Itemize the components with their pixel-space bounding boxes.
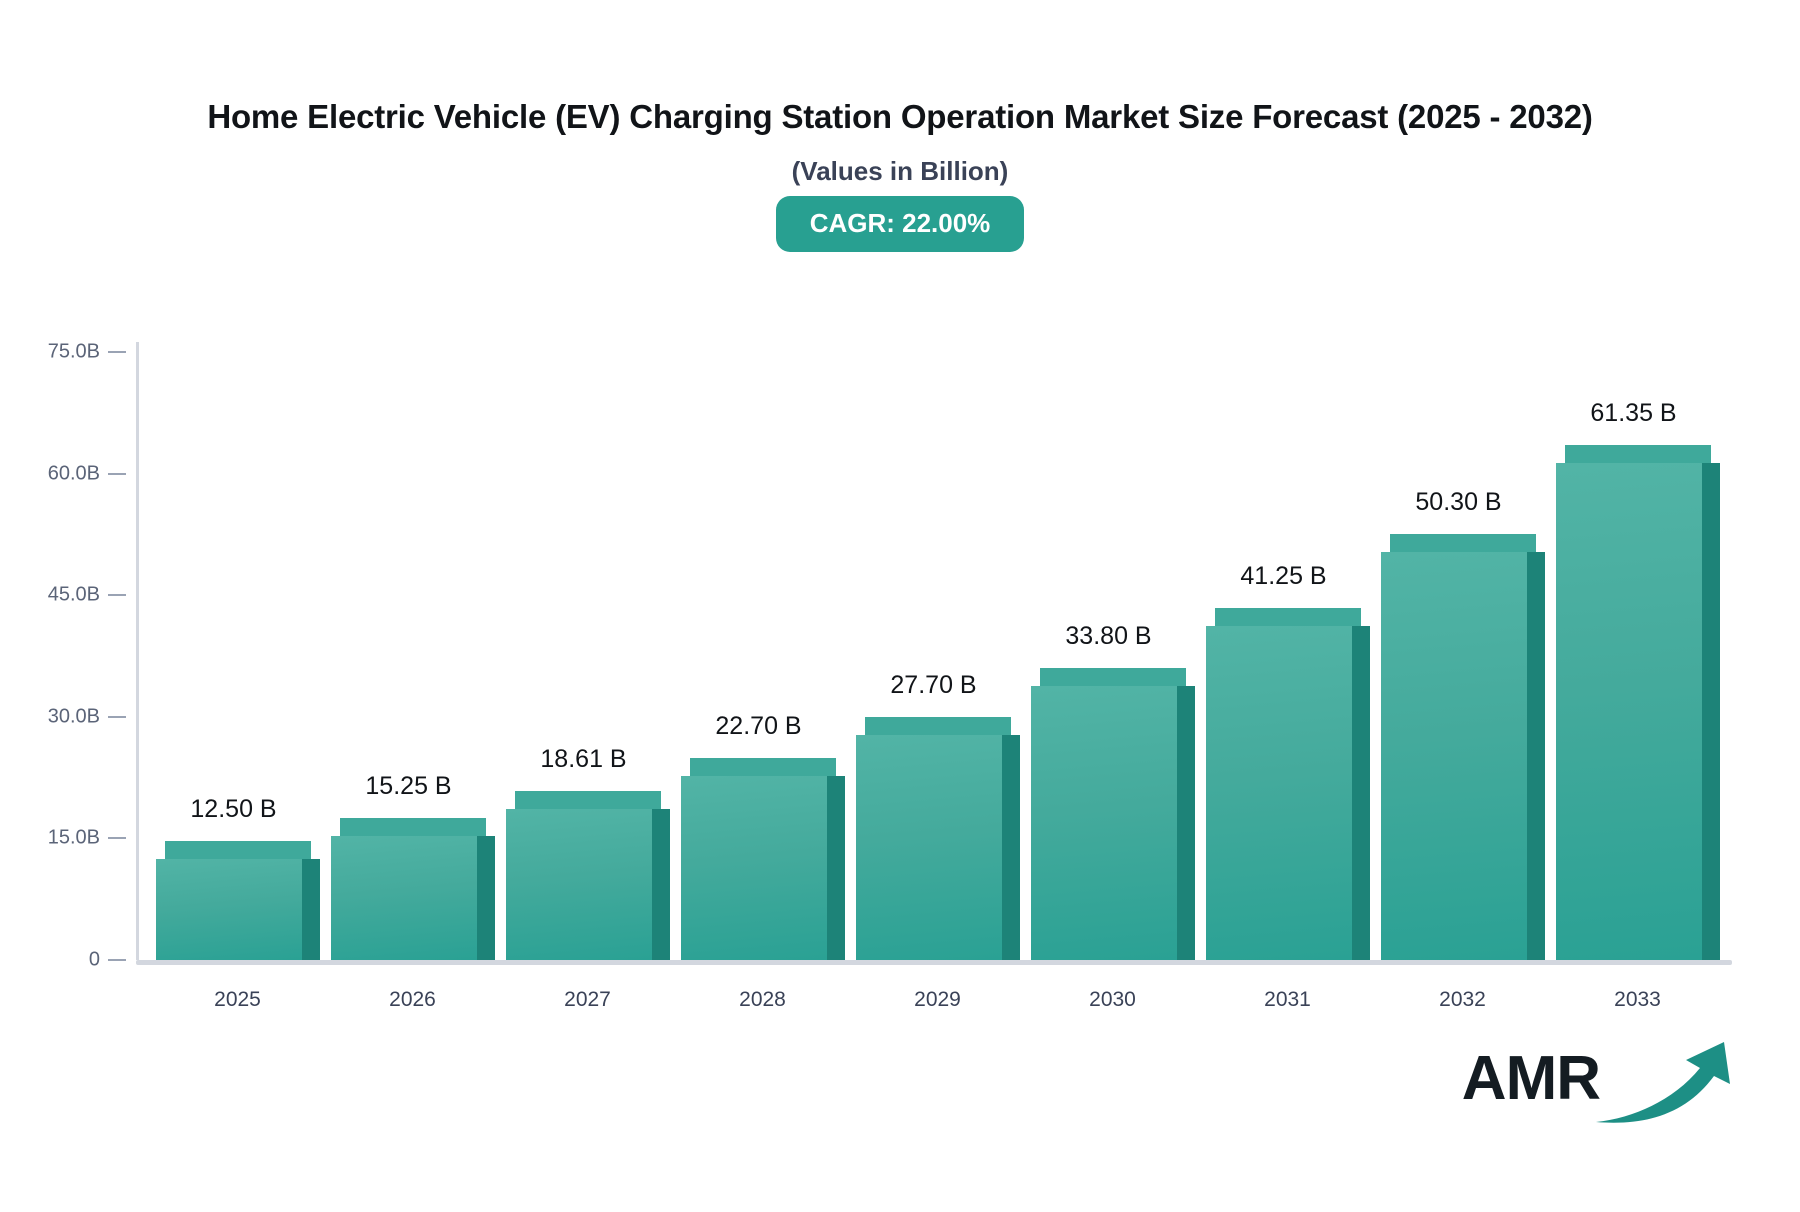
bar-top-face <box>689 757 836 776</box>
bar-value-label: 18.61 B <box>540 745 627 774</box>
bar-value-label: 50.30 B <box>1415 488 1502 517</box>
bar[interactable] <box>330 818 495 960</box>
bar-front-face <box>505 809 652 960</box>
cagr-badge-wrapper: CAGR: 22.00% <box>0 196 1800 252</box>
bar[interactable] <box>155 840 320 960</box>
y-axis-tick-mark <box>108 472 126 475</box>
bar-value-label: 15.25 B <box>365 772 452 801</box>
x-axis-tick-label: 2026 <box>389 988 436 1011</box>
bar-side-face <box>1001 735 1020 960</box>
x-axis-tick-label: 2029 <box>914 988 961 1011</box>
bar-side-face <box>651 809 670 960</box>
bar-top-face <box>1039 667 1186 686</box>
bar-top-face <box>864 717 1011 736</box>
x-axis-tick-label: 2027 <box>564 988 611 1011</box>
y-axis-tick-label: 0 <box>88 948 100 971</box>
bar[interactable] <box>680 757 845 960</box>
y-axis-tick-label: 60.0B <box>47 462 100 485</box>
bar-side-face <box>826 775 845 960</box>
bar-value-label: 12.50 B <box>190 794 277 823</box>
bar-front-face <box>330 836 477 960</box>
bar[interactable] <box>1205 607 1370 960</box>
bar-value-label: 27.70 B <box>890 671 977 700</box>
x-axis-line <box>136 960 1732 965</box>
bar-front-face <box>1380 552 1527 960</box>
chart-title: Home Electric Vehicle (EV) Charging Stat… <box>207 98 1593 135</box>
x-axis-tick-label: 2028 <box>739 988 786 1011</box>
y-axis-tick-mark <box>108 351 126 353</box>
bar-side-face <box>301 858 320 960</box>
bar-top-face <box>339 818 486 837</box>
bar-top-face <box>1564 444 1711 463</box>
bar-front-face <box>1555 462 1702 960</box>
y-axis-tick-mark <box>108 959 126 961</box>
y-axis-line <box>136 342 139 960</box>
bar-front-face <box>1030 685 1177 960</box>
x-axis-tick-label: 2030 <box>1089 988 1136 1011</box>
bar-front-face <box>855 735 1002 960</box>
chart-header: Home Electric Vehicle (EV) Charging Stat… <box>0 92 1800 252</box>
bar-front-face <box>1205 625 1352 960</box>
chart-subtitle: (Values in Billion) <box>791 156 1009 186</box>
cagr-badge: CAGR: 22.00% <box>775 196 1025 252</box>
bar-top-face <box>514 791 661 810</box>
y-axis-tick-mark <box>108 594 126 597</box>
bar-value-label: 41.25 B <box>1240 561 1327 590</box>
x-axis-tick-label: 2033 <box>1614 988 1661 1011</box>
y-axis-tick-mark <box>108 715 126 718</box>
x-axis-tick-label: 2032 <box>1439 988 1486 1011</box>
bar-top-face <box>164 840 311 859</box>
y-axis-tick-mark <box>108 837 126 840</box>
bar-side-face <box>1176 685 1195 960</box>
bar[interactable] <box>1030 667 1195 960</box>
bar-front-face <box>155 858 302 960</box>
bar[interactable] <box>1555 444 1720 960</box>
bar-front-face <box>680 775 827 960</box>
bar-value-label: 33.80 B <box>1065 621 1152 650</box>
y-axis-tick-label: 30.0B <box>47 705 100 728</box>
bar[interactable] <box>855 717 1020 960</box>
amr-logo: AMR <box>1461 1036 1740 1123</box>
bar[interactable] <box>505 791 670 960</box>
bar[interactable] <box>1380 534 1545 960</box>
amr-logo-text: AMR <box>1461 1044 1601 1113</box>
bar-value-label: 61.35 B <box>1590 398 1677 427</box>
bar-value-label: 22.70 B <box>715 711 802 740</box>
x-axis-tick-label: 2031 <box>1264 988 1311 1011</box>
bar-side-face <box>1526 552 1545 960</box>
bar-side-face <box>1351 625 1370 960</box>
bar-top-face <box>1214 607 1361 626</box>
bar-side-face <box>1701 462 1720 960</box>
y-axis-tick-label: 75.0B <box>47 340 100 363</box>
x-axis-tick-label: 2025 <box>214 988 261 1011</box>
bar-top-face <box>1389 534 1536 553</box>
y-axis-tick-label: 15.0B <box>47 826 100 849</box>
bar-side-face <box>476 836 495 960</box>
y-axis-tick-label: 45.0B <box>47 583 100 606</box>
growth-arrow-icon <box>1596 1042 1730 1123</box>
